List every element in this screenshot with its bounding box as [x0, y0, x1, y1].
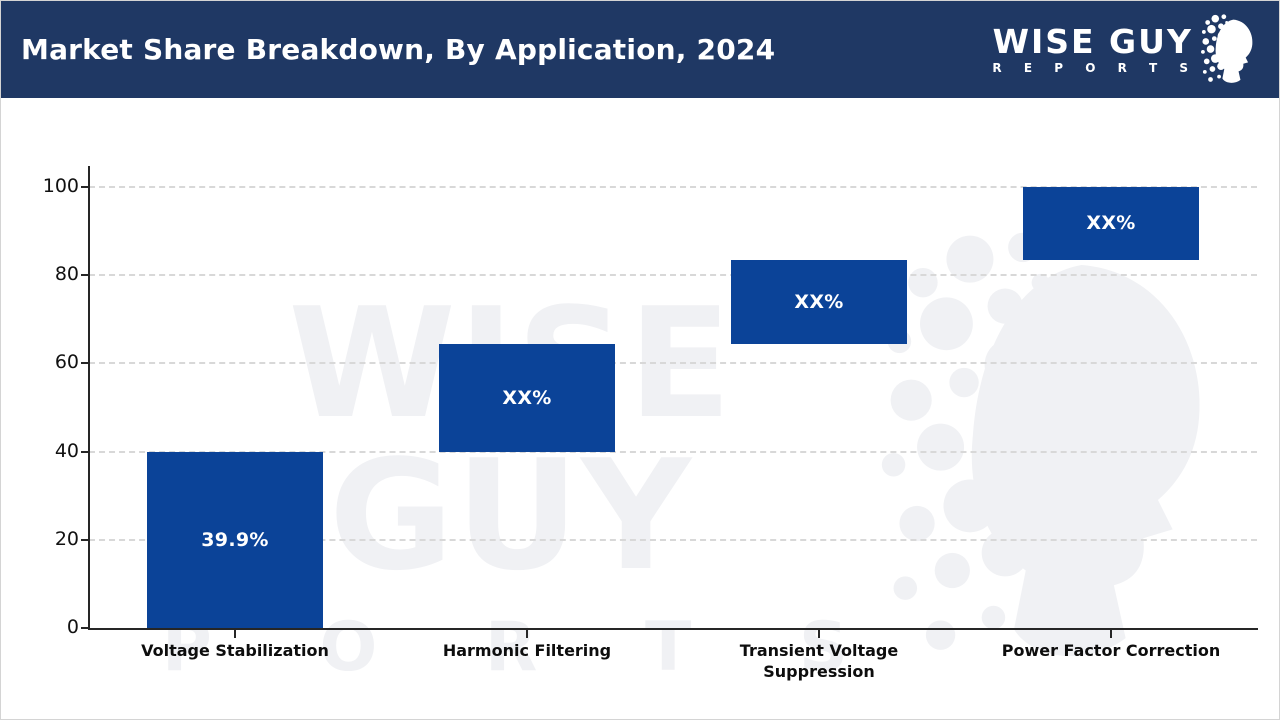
x-tickmark-2 — [526, 630, 528, 638]
gridline-y40 — [89, 450, 1257, 453]
y-tickmark-0 — [81, 627, 88, 629]
bar-4: XX% — [1023, 187, 1199, 260]
y-tickmark-80 — [81, 274, 88, 277]
x-category-label: Transient Voltage Suppression — [739, 641, 899, 681]
x-category-label: Voltage Stabilization — [141, 641, 329, 660]
x-category-label: Power Factor Correction — [1001, 641, 1221, 660]
chart-title: Market Share Breakdown, By Application, … — [21, 33, 776, 66]
x-tickmark-1 — [234, 630, 236, 638]
x-axis-spine — [88, 628, 1258, 630]
bar-value-label: XX% — [794, 290, 844, 313]
logo-reports-text: R E P O R T S — [992, 61, 1197, 75]
watermark-face-icon — [861, 218, 1261, 688]
gridline-y60 — [89, 362, 1257, 365]
x-tickmark-4 — [1110, 630, 1112, 638]
bar-value-label: 39.9% — [201, 529, 269, 551]
y-tick-label-40: 40 — [54, 439, 79, 462]
gridline-y20 — [89, 538, 1257, 541]
wiseguy-logo-wordmark: WISE GUY R E P O R T S — [988, 25, 1197, 74]
y-tick-label-0: 0 — [66, 616, 79, 638]
wiseguy-face-icon — [1193, 12, 1267, 88]
y-tick-label-20: 20 — [54, 527, 79, 550]
bar-value-label: XX% — [502, 386, 552, 409]
y-tick-label-100: 100 — [42, 175, 79, 197]
y-tickmark-40 — [81, 450, 88, 453]
y-tickmark-60 — [81, 362, 88, 365]
x-tickmark-3 — [818, 630, 820, 638]
y-tickmark-100 — [81, 186, 88, 188]
gridline-y100 — [89, 186, 1257, 188]
wiseguy-logo: WISE GUY R E P O R T S — [988, 12, 1267, 88]
title-bar: Market Share Breakdown, By Application, … — [1, 1, 1279, 98]
logo-name-text: WISE GUY — [992, 22, 1193, 61]
gridline-y80 — [89, 274, 1257, 277]
y-tickmark-20 — [81, 538, 88, 541]
bar-2: XX% — [439, 343, 615, 452]
y-axis-spine — [88, 166, 90, 629]
chart-area: WISE GUY P O R T S 02040608010039.9%Volt… — [1, 98, 1279, 719]
bar-value-label: XX% — [1086, 212, 1136, 235]
bar-3: XX% — [731, 259, 907, 344]
bar-1: 39.9% — [147, 452, 323, 628]
y-tick-label-60: 60 — [54, 351, 79, 374]
y-tick-label-80: 80 — [54, 263, 79, 286]
x-category-label: Harmonic Filtering — [442, 641, 612, 660]
